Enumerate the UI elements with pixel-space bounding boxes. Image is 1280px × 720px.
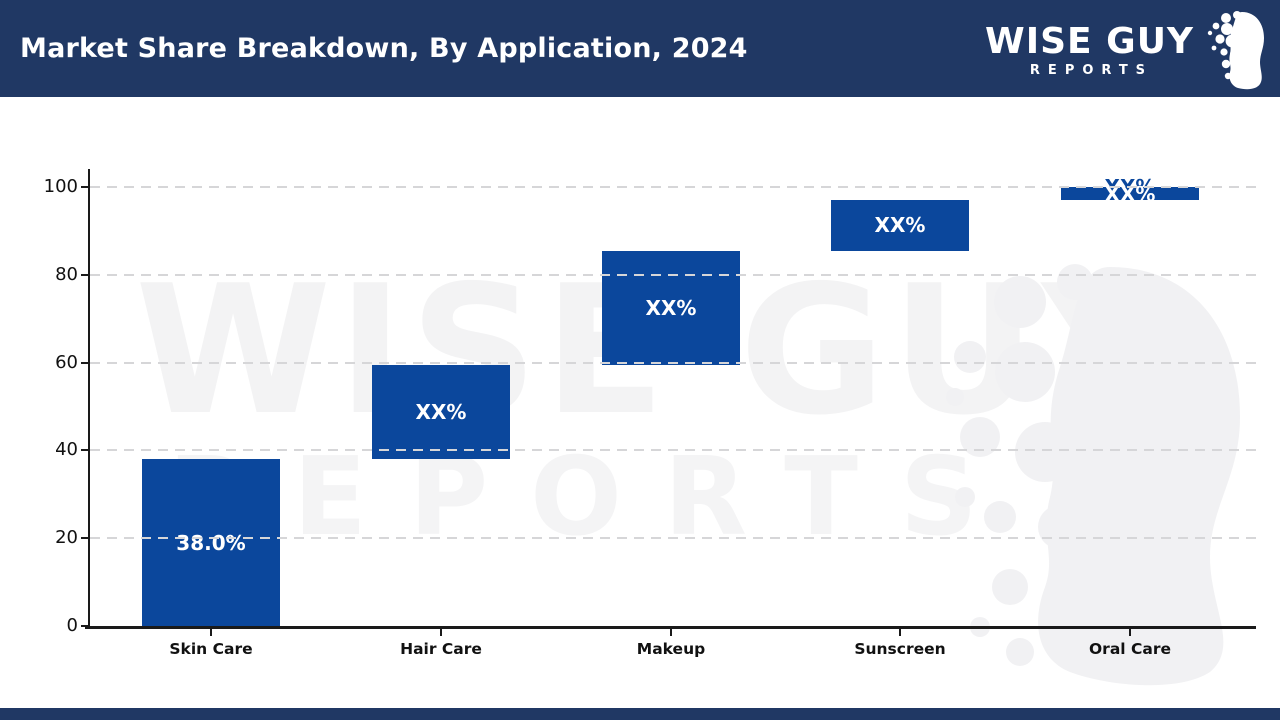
bar-value-label: XX%: [645, 295, 697, 320]
bar-oral-care: XX% XX%: [1061, 176, 1199, 205]
gridline: [90, 361, 1256, 364]
gridline: [90, 449, 1256, 452]
y-axis-tick: [81, 186, 89, 188]
logo-reports-label: REPORTS: [1029, 62, 1154, 78]
bar-value-label: 38.0%: [176, 530, 246, 555]
x-axis-tick: [670, 629, 672, 636]
bar-hair-care: XX%: [372, 364, 510, 460]
y-axis-line: [88, 169, 90, 628]
y-axis-tick: [81, 273, 89, 276]
bar-skin-care: 38.0%: [142, 459, 280, 626]
y-axis-tick: [81, 625, 89, 627]
y-axis-tick: [81, 449, 89, 452]
y-tick-label: 100: [43, 176, 78, 197]
wiseguy-logo: WISE GUY REPORTS: [985, 8, 1266, 92]
logo-wiseguy-label: WISE GUY: [984, 20, 1194, 62]
y-tick-label: 60: [55, 351, 78, 373]
y-axis-tick: [81, 537, 89, 540]
bar-value-label: XX%: [874, 213, 926, 238]
bar-makeup: XX%: [602, 250, 740, 365]
x-tick-label: Hair Care: [400, 640, 482, 658]
x-tick-label: Sunscreen: [854, 640, 946, 658]
bar-value-label: XX%: [415, 399, 467, 424]
y-tick-label: 0: [66, 615, 78, 636]
x-axis-tick: [440, 629, 442, 636]
bar-value-label: XX%: [1104, 181, 1156, 206]
watermark-head-icon: [946, 264, 1240, 686]
plot-area: 0 20 40 60 80 100 38.0% Skin Care XX% Hair Care XX…: [0, 97, 1280, 708]
gridline: [90, 537, 1256, 540]
x-tick-label: Skin Care: [169, 640, 253, 658]
bar-sunscreen: XX%: [831, 200, 969, 251]
header-bar: Market Share Breakdown, By Application, …: [0, 0, 1280, 97]
y-tick-label: 20: [55, 527, 78, 549]
gridline: [90, 186, 1256, 188]
x-tick-label: Oral Care: [1089, 640, 1171, 658]
x-tick-label: Makeup: [636, 640, 706, 658]
wiseguy-logo-text: WISE GUY REPORTS: [984, 20, 1194, 78]
x-axis-tick: [210, 629, 212, 636]
y-tick-label: 40: [55, 439, 78, 461]
chart-area: WISE GUY REPORTS 0 20 40 60 80 100 38.0% Skin C…: [0, 97, 1280, 708]
x-axis-line: [85, 626, 1256, 629]
y-tick-label: 80: [55, 263, 78, 285]
x-axis-tick: [899, 629, 901, 636]
x-axis-tick: [1129, 629, 1131, 636]
y-axis-tick: [81, 361, 89, 364]
page-title: Market Share Breakdown, By Application, …: [20, 33, 748, 64]
wiseguy-head-icon: [1207, 11, 1264, 90]
footer-bar: [0, 708, 1280, 720]
gridline: [90, 273, 1256, 276]
